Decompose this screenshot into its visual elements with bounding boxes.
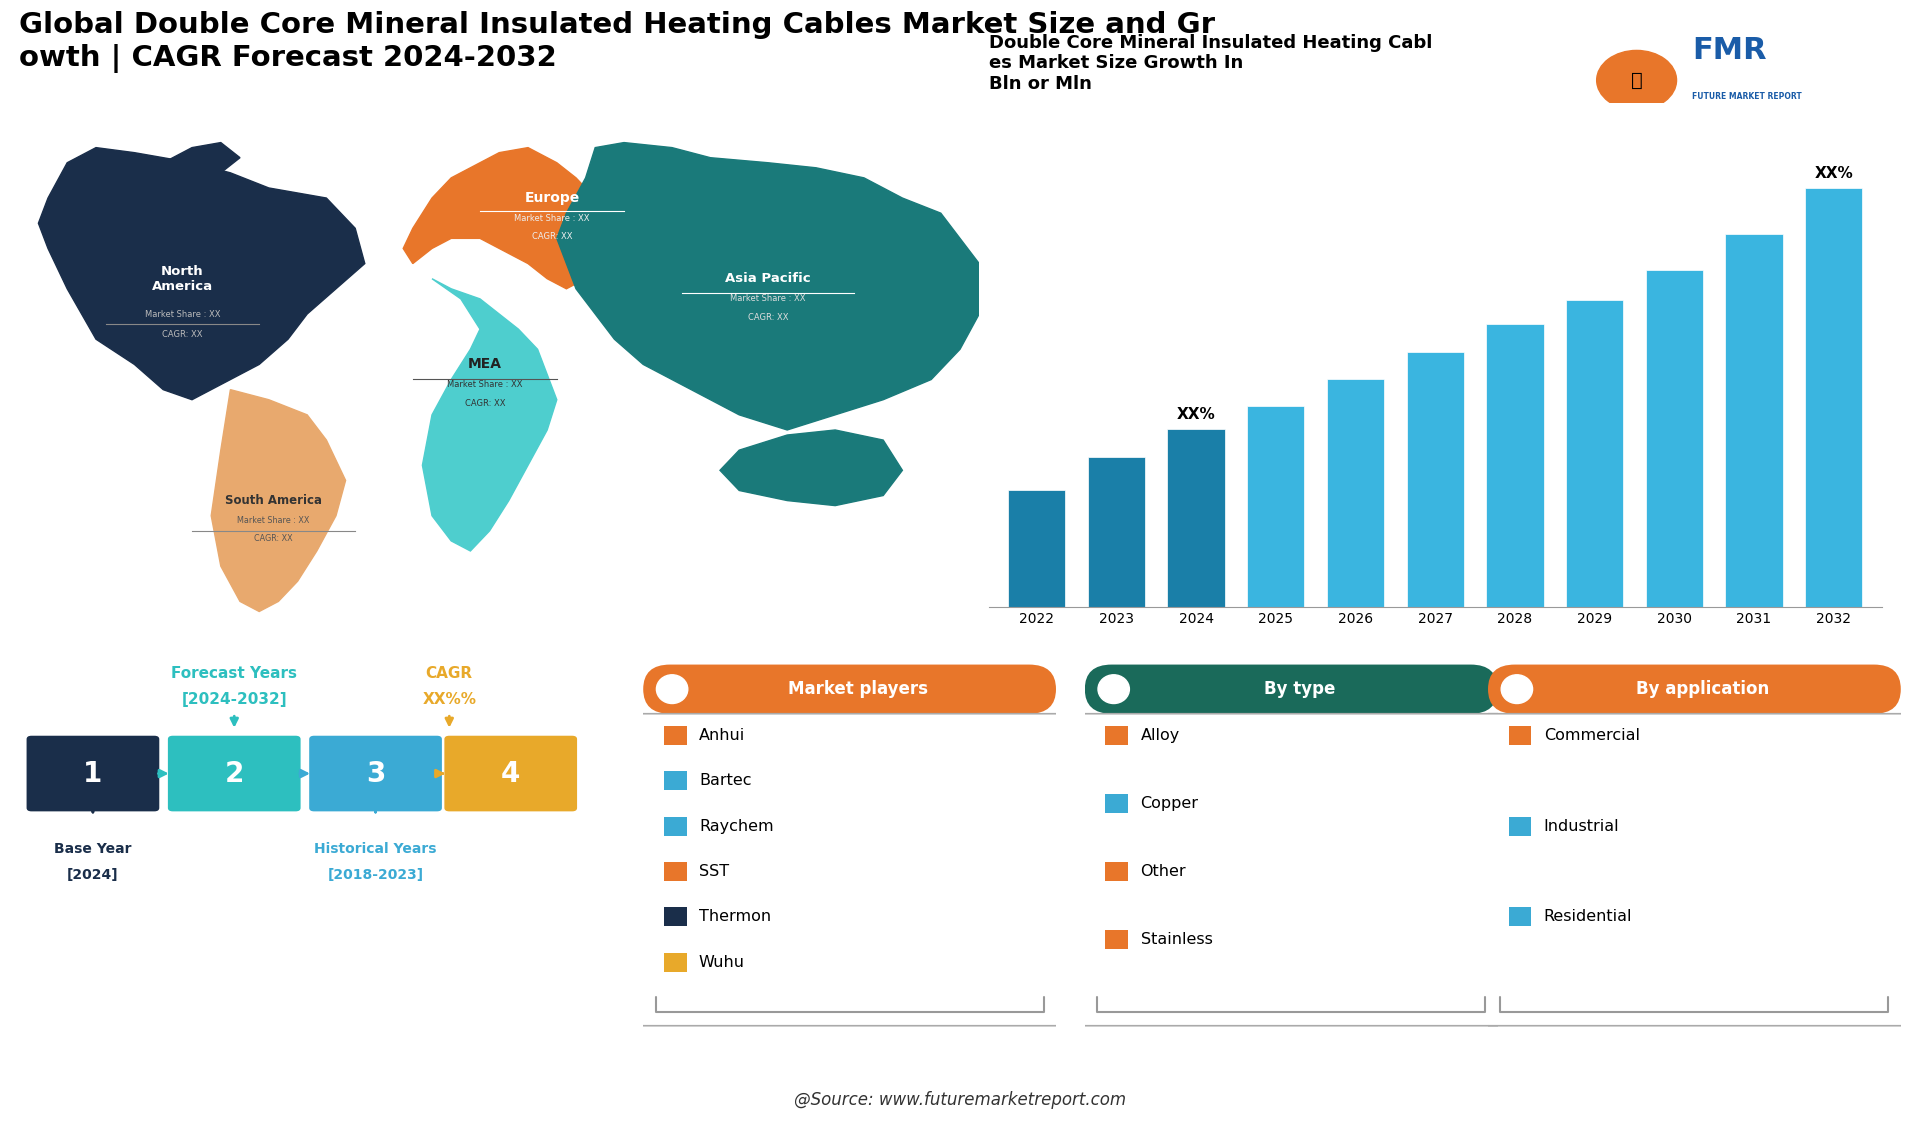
Polygon shape (38, 148, 365, 400)
Text: By application: By application (1636, 680, 1770, 698)
Text: Copper: Copper (1140, 795, 1198, 811)
Text: CAGR: CAGR (426, 666, 472, 681)
Text: Market Share : XX: Market Share : XX (730, 295, 806, 304)
Text: Industrial: Industrial (1544, 818, 1619, 833)
Polygon shape (144, 142, 240, 178)
Bar (1008, 490, 1066, 607)
Text: [2024-2032]: [2024-2032] (180, 692, 288, 707)
Bar (1645, 269, 1703, 607)
FancyBboxPatch shape (27, 736, 159, 811)
FancyBboxPatch shape (1106, 931, 1129, 949)
FancyBboxPatch shape (1106, 725, 1129, 745)
Text: South America: South America (225, 494, 323, 507)
Bar (1248, 406, 1304, 607)
Text: Market Share : XX: Market Share : XX (515, 213, 589, 222)
Text: Double Core Mineral Insulated Heating Cabl
es Market Size Growth In
Bln or Mln: Double Core Mineral Insulated Heating Ca… (989, 33, 1432, 93)
Circle shape (657, 675, 687, 704)
FancyBboxPatch shape (664, 817, 687, 835)
FancyBboxPatch shape (1083, 714, 1500, 1026)
Bar (1805, 188, 1862, 607)
Text: Thermon: Thermon (699, 909, 772, 925)
Text: XX%%: XX%% (422, 692, 476, 707)
Text: FMR: FMR (1692, 36, 1766, 65)
Text: Historical Years: Historical Years (315, 842, 438, 856)
FancyBboxPatch shape (1106, 794, 1129, 813)
Text: 3: 3 (367, 760, 386, 787)
Text: 2: 2 (225, 760, 244, 787)
Bar (1567, 300, 1622, 607)
Text: 1: 1 (83, 760, 102, 787)
Text: Market players: Market players (787, 680, 927, 698)
Text: Anhui: Anhui (699, 728, 745, 743)
FancyBboxPatch shape (1509, 908, 1532, 926)
Text: CAGR: XX: CAGR: XX (747, 313, 789, 322)
Text: MEA: MEA (468, 358, 501, 371)
Text: 🔦: 🔦 (1630, 71, 1642, 89)
FancyBboxPatch shape (1509, 817, 1532, 835)
Polygon shape (557, 142, 979, 430)
Text: Market Share : XX: Market Share : XX (447, 380, 522, 390)
Text: CAGR: XX: CAGR: XX (532, 233, 572, 242)
Bar (1167, 429, 1225, 607)
Text: North
America: North America (152, 265, 213, 292)
Circle shape (1098, 675, 1129, 704)
FancyBboxPatch shape (664, 908, 687, 926)
FancyBboxPatch shape (641, 714, 1058, 1026)
FancyBboxPatch shape (664, 862, 687, 881)
FancyBboxPatch shape (664, 725, 687, 745)
Bar (1327, 378, 1384, 607)
Text: Asia Pacific: Asia Pacific (726, 273, 810, 285)
Polygon shape (211, 390, 346, 612)
FancyBboxPatch shape (664, 771, 687, 790)
Text: SST: SST (699, 864, 730, 879)
Text: CAGR: XX: CAGR: XX (465, 399, 505, 408)
Text: Forecast Years: Forecast Years (171, 666, 298, 681)
Text: CAGR: XX: CAGR: XX (161, 330, 204, 339)
FancyBboxPatch shape (1509, 725, 1532, 745)
Polygon shape (403, 148, 624, 289)
Text: FUTURE MARKET REPORT: FUTURE MARKET REPORT (1692, 92, 1801, 101)
Text: XX%: XX% (1814, 165, 1853, 181)
Text: Europe: Europe (524, 191, 580, 205)
FancyBboxPatch shape (1486, 714, 1903, 1026)
Bar (1726, 235, 1784, 607)
Text: Wuhu: Wuhu (699, 955, 745, 970)
Text: Alloy: Alloy (1140, 728, 1179, 743)
Text: XX%: XX% (1177, 407, 1215, 422)
Text: Base Year: Base Year (54, 842, 132, 856)
Polygon shape (720, 430, 902, 505)
FancyBboxPatch shape (664, 952, 687, 972)
Polygon shape (422, 278, 557, 551)
FancyBboxPatch shape (309, 736, 442, 811)
Text: @Source: www.futuremarketreport.com: @Source: www.futuremarketreport.com (795, 1091, 1125, 1109)
Text: [2018-2023]: [2018-2023] (328, 869, 424, 882)
Text: Market Share : XX: Market Share : XX (144, 309, 221, 319)
Text: By type: By type (1263, 680, 1334, 698)
Text: [2024]: [2024] (67, 869, 119, 882)
Text: CAGR: XX: CAGR: XX (253, 534, 294, 543)
FancyBboxPatch shape (1488, 665, 1901, 714)
Text: 4: 4 (501, 760, 520, 787)
FancyBboxPatch shape (444, 736, 578, 811)
Text: Stainless: Stainless (1140, 932, 1212, 947)
Circle shape (1501, 675, 1532, 704)
FancyBboxPatch shape (1085, 665, 1498, 714)
Text: Other: Other (1140, 864, 1187, 879)
Text: Commercial: Commercial (1544, 728, 1640, 743)
Text: Raychem: Raychem (699, 818, 774, 833)
Circle shape (1597, 50, 1676, 110)
Text: Market Share : XX: Market Share : XX (238, 516, 309, 525)
FancyBboxPatch shape (167, 736, 301, 811)
Text: Bartec: Bartec (699, 774, 751, 788)
Bar (1407, 352, 1463, 607)
Bar (1087, 457, 1144, 607)
Text: Global Double Core Mineral Insulated Heating Cables Market Size and Gr
owth | CA: Global Double Core Mineral Insulated Hea… (19, 11, 1215, 73)
FancyBboxPatch shape (1106, 862, 1129, 881)
Bar (1486, 323, 1544, 607)
Text: Residential: Residential (1544, 909, 1632, 925)
FancyBboxPatch shape (643, 665, 1056, 714)
